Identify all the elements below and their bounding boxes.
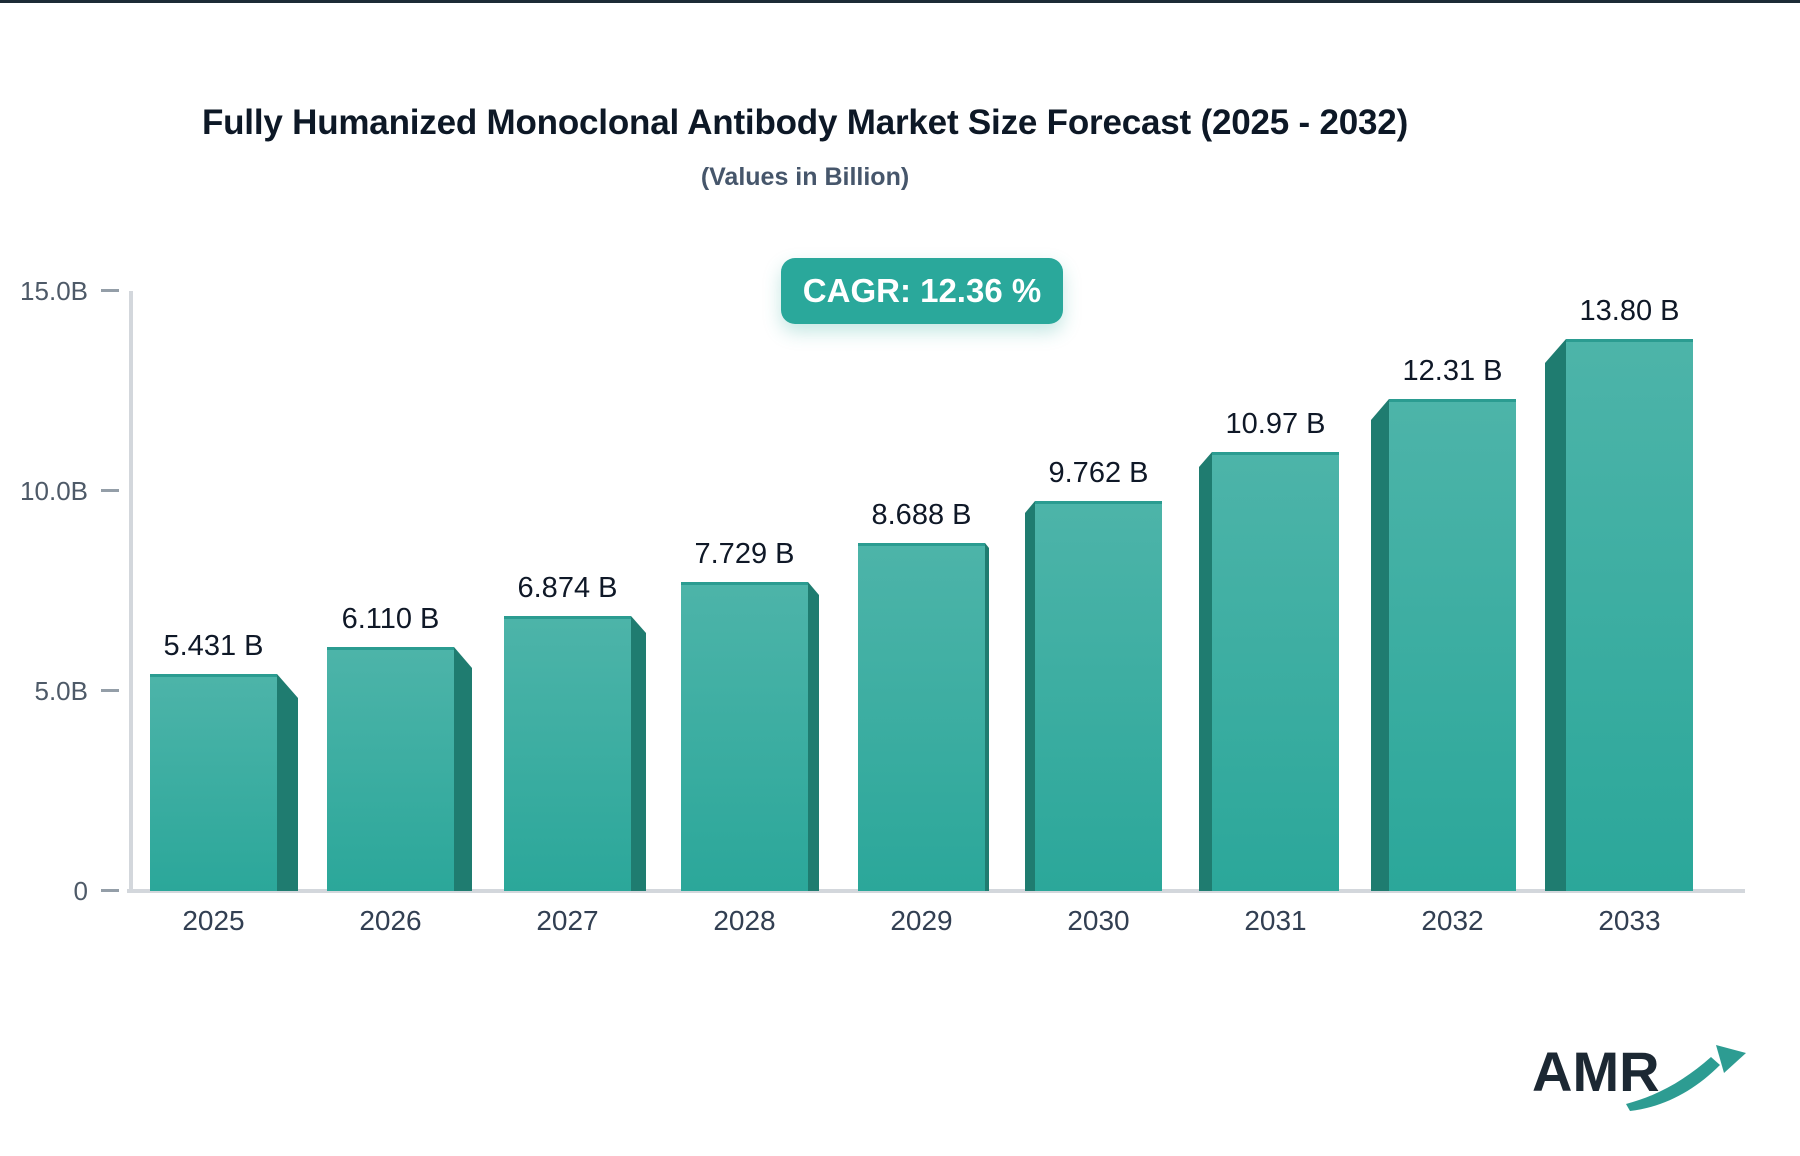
bar-2029	[858, 543, 989, 891]
bar-side-face	[808, 582, 819, 891]
y-axis-tick-label: 10.0B	[20, 476, 88, 506]
bar-front-face	[327, 647, 454, 891]
bar-front-face	[858, 543, 985, 891]
bar-2032	[1371, 399, 1516, 891]
bar-top-edge	[327, 647, 454, 650]
bar-value-label: 5.431 B	[163, 630, 264, 662]
amr-logo-text: AMR	[1532, 1040, 1660, 1103]
y-axis-line	[129, 291, 133, 891]
bar-value-label: 6.874 B	[517, 572, 618, 604]
bar-top-edge	[858, 543, 985, 546]
bar-top-edge	[504, 616, 631, 619]
bar-side-face	[985, 543, 989, 891]
amr-logo: AMR	[1532, 1039, 1746, 1119]
bar-front-face	[1566, 339, 1693, 891]
bar-value-label: 12.31 B	[1402, 355, 1503, 387]
bar-2031	[1199, 452, 1339, 891]
y-axis-tick-dash	[101, 489, 119, 492]
bar-2033	[1545, 339, 1693, 891]
bar-2027	[504, 616, 646, 891]
x-axis-label: 2031	[1244, 905, 1307, 936]
bar-side-face	[631, 616, 646, 891]
y-axis-tick-dash	[101, 689, 119, 692]
bar-top-edge	[1035, 501, 1162, 504]
bar-side-face	[277, 674, 298, 891]
y-axis-tick-label: 15.0B	[20, 276, 88, 306]
x-axis-label: 2026	[359, 905, 422, 936]
y-axis-tick-label: 5.0B	[34, 676, 89, 706]
bar-value-label: 6.110 B	[341, 603, 440, 635]
x-axis-label: 2027	[536, 905, 599, 936]
bar-front-face	[1389, 399, 1516, 891]
x-axis-label: 2028	[713, 905, 776, 936]
x-axis-label: 2029	[890, 905, 953, 936]
bar-value-label: 10.97 B	[1225, 408, 1326, 440]
bar-2028	[681, 582, 819, 891]
x-axis-label: 2030	[1067, 905, 1130, 936]
bar-top-edge	[1212, 452, 1339, 455]
bar-top-edge	[1389, 399, 1516, 402]
cagr-badge: CAGR: 12.36 %	[781, 258, 1063, 324]
chart-title: Fully Humanized Monoclonal Antibody Mark…	[201, 103, 1409, 142]
x-axis-label: 2032	[1421, 905, 1484, 936]
bar-top-edge	[681, 582, 808, 585]
bar-value-label: 8.688 B	[871, 499, 972, 531]
x-axis-line	[127, 889, 1745, 893]
bar-front-face	[150, 674, 277, 891]
bar-front-face	[681, 582, 808, 891]
bar-side-face	[1545, 339, 1566, 891]
bar-front-face	[1035, 501, 1162, 891]
y-axis-tick-dash	[101, 889, 119, 892]
bar-side-face	[1025, 501, 1035, 891]
bar-side-face	[1199, 452, 1212, 891]
bar-front-face	[1212, 452, 1339, 891]
bar-2026	[327, 647, 472, 891]
x-axis-label: 2025	[182, 905, 245, 936]
bar-top-edge	[1566, 339, 1693, 342]
chart-subtitle: (Values in Billion)	[700, 163, 910, 191]
growth-arrow-icon	[1626, 1045, 1746, 1111]
bar-2025	[150, 674, 298, 891]
bar-side-face	[1371, 399, 1389, 891]
bar-side-face	[454, 647, 472, 891]
bar-value-label: 13.80 B	[1579, 295, 1680, 327]
y-axis-tick-label: 0	[73, 876, 88, 906]
bar-2030	[1025, 501, 1162, 891]
bar-top-edge	[150, 674, 277, 677]
x-axis-label: 2033	[1598, 905, 1661, 936]
y-axis-tick-dash	[101, 289, 119, 292]
bar-value-label: 7.729 B	[694, 538, 795, 570]
bar-front-face	[504, 616, 631, 891]
bar-value-label: 9.762 B	[1048, 457, 1149, 489]
